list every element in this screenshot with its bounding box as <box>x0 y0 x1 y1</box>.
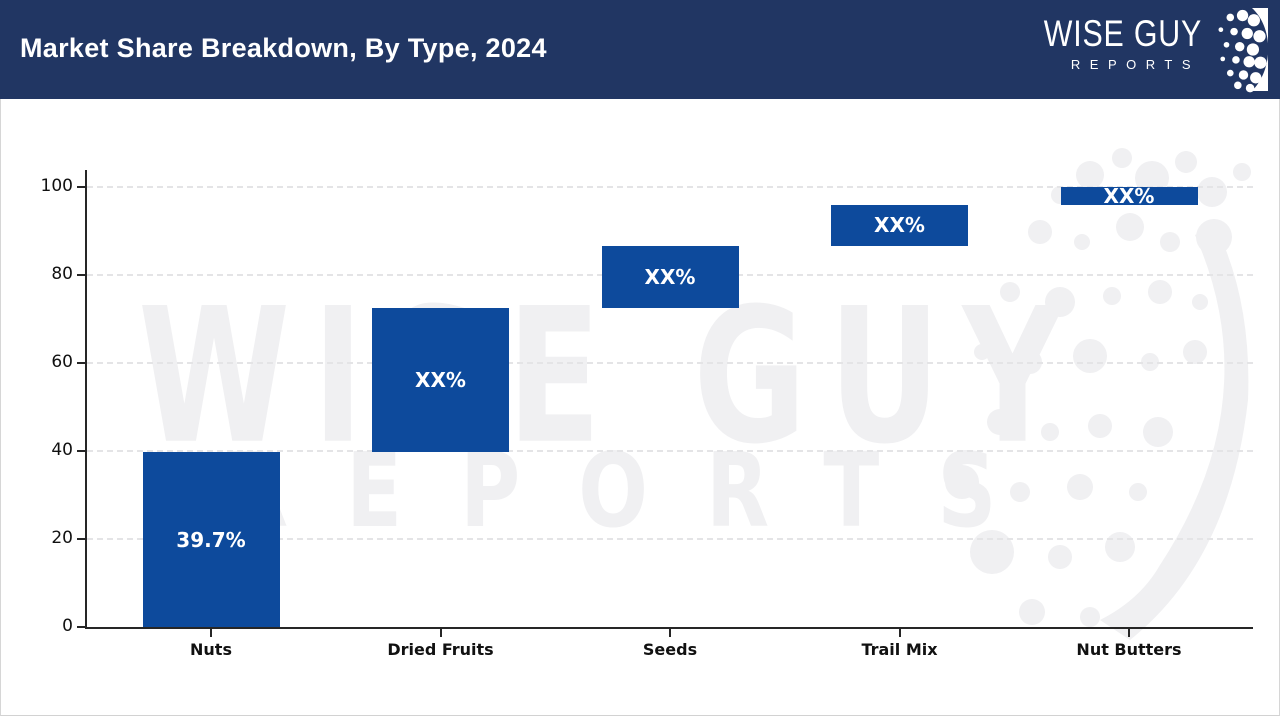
x-tick-mark <box>669 629 671 637</box>
y-tick-label: 20 <box>51 528 73 548</box>
x-tick-mark <box>210 629 212 637</box>
y-tick-label: 0 <box>62 616 73 636</box>
category-label-nuts: Nuts <box>190 640 232 659</box>
gridline-60 <box>87 362 1253 364</box>
bar-trail-mix: XX% <box>831 204 968 247</box>
y-tick-label: 80 <box>51 264 73 284</box>
gridline-40 <box>87 450 1253 452</box>
category-label-dried-fruits: Dried Fruits <box>387 640 494 659</box>
bar-nut-butters: XX% <box>1060 183 1198 208</box>
x-tick-mark <box>898 629 901 637</box>
watermark-text: WISE GUY <box>138 268 1085 486</box>
x-axis <box>85 627 1253 629</box>
gridline-20 <box>87 538 1253 540</box>
y-tick-mark <box>77 186 85 188</box>
header-bar: Market Share Breakdown, By Type, 2024 WI… <box>0 0 1280 99</box>
category-label-trail-mix: Trail Mix <box>861 640 938 659</box>
brand-logo-subtext: REPORTS <box>1070 57 1200 72</box>
y-tick-mark <box>77 274 85 276</box>
y-tick-mark <box>77 626 85 628</box>
brand-face-icon <box>1218 8 1268 93</box>
brand-logo: WISE GUY REPORTS <box>1009 13 1202 73</box>
brand-logo-text: WISE GUY <box>1043 13 1202 54</box>
gridline-100 <box>87 186 1253 188</box>
category-label-seeds: Seeds <box>642 640 698 659</box>
bar-value-label: XX% <box>644 265 696 290</box>
y-tick-label: 40 <box>51 440 73 460</box>
bar-value-label: 39.7% <box>176 527 246 552</box>
bar-value-label: XX% <box>1103 183 1155 208</box>
y-tick-mark <box>77 362 85 364</box>
y-tick-mark <box>77 450 85 452</box>
category-label-nut-butters: Nut Butters <box>1076 640 1182 659</box>
x-tick-mark <box>439 629 442 637</box>
bar-seeds: XX% <box>601 246 739 308</box>
y-tick-label: 100 <box>40 176 73 196</box>
y-tick-label: 60 <box>51 352 73 372</box>
bar-value-label: XX% <box>874 213 925 238</box>
y-tick-mark <box>77 538 85 540</box>
page-title: Market Share Breakdown, By Type, 2024 <box>20 33 547 63</box>
bar-dried-fruits: XX% <box>372 308 509 453</box>
x-tick-mark <box>1128 629 1130 637</box>
y-axis <box>85 170 87 629</box>
bar-value-label: XX% <box>415 368 466 393</box>
bar-nuts: 39.7% <box>142 452 280 627</box>
